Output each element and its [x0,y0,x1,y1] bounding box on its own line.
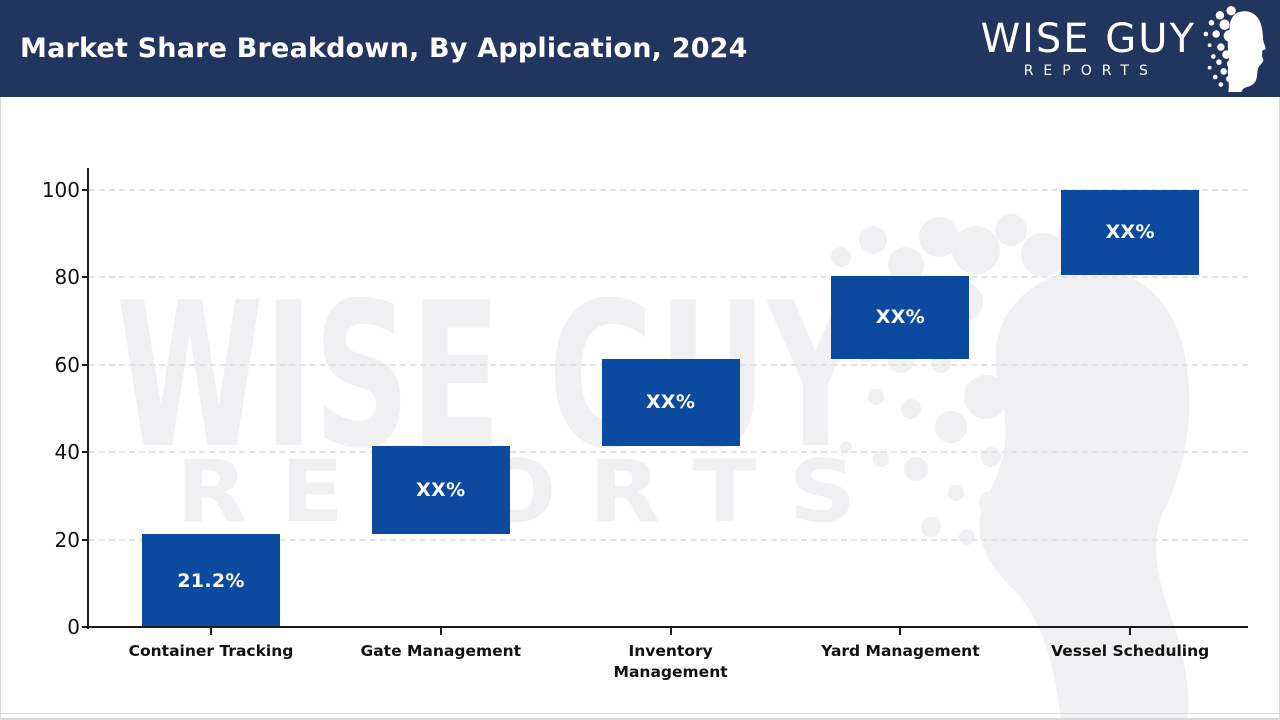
bar-inventory-management: XX% [601,359,740,446]
card-bottom-border [0,713,1280,714]
gridline [89,538,1248,541]
y-axis [87,168,89,629]
gridline [89,451,1248,454]
y-tick-label: 40 [54,440,80,465]
brand-text: WISE GUY REPORTS [981,19,1196,79]
bar-value-label: XX% [416,478,466,501]
chart-title: Market Share Breakdown, By Application, … [20,33,748,64]
gridline [89,189,1248,191]
y-tick-label: 100 [41,178,80,202]
x-category-label: Gate Management [360,642,522,660]
header-bar: Market Share Breakdown, By Application, … [0,0,1280,97]
brand-wordmark: WISE GUY [980,15,1196,62]
gridline [89,276,1248,279]
y-tick [82,276,89,279]
y-tick-label: 20 [54,527,80,552]
y-tick-label: 0 [67,615,80,639]
x-axis [87,626,1248,628]
x-tick [899,628,902,635]
y-tick [82,626,89,628]
brand-subtext: REPORTS [1023,62,1158,79]
page-bottom-edge [0,718,1280,720]
y-tick [82,363,89,366]
x-tick [210,628,212,635]
bar-yard-management: XX% [831,275,970,360]
x-tick [439,628,442,635]
brand-face-icon [1203,5,1266,92]
bar-value-label: 21.2% [177,569,245,592]
x-category-label: Inventory Management [613,642,728,681]
x-category-label: Container Tracking [128,642,294,660]
bar-value-label: XX% [645,391,696,414]
x-tick [669,628,672,635]
bar-vessel-scheduling: XX% [1061,190,1200,275]
x-category-label: Yard Management [821,642,980,660]
x-category-label: Vessel Scheduling [1051,642,1210,660]
bar-gate-management: XX% [371,445,510,535]
bar-value-label: XX% [875,306,926,329]
y-tick [82,189,89,191]
y-tick [82,451,89,454]
bar-container-tracking: 21.2% [142,534,280,627]
bar-value-label: XX% [1105,221,1155,244]
y-tick-label: 80 [54,265,80,290]
x-tick [1129,628,1132,635]
y-tick-label: 60 [54,352,80,377]
brand-logo: WISE GUY REPORTS [981,5,1266,92]
y-tick [82,538,89,541]
